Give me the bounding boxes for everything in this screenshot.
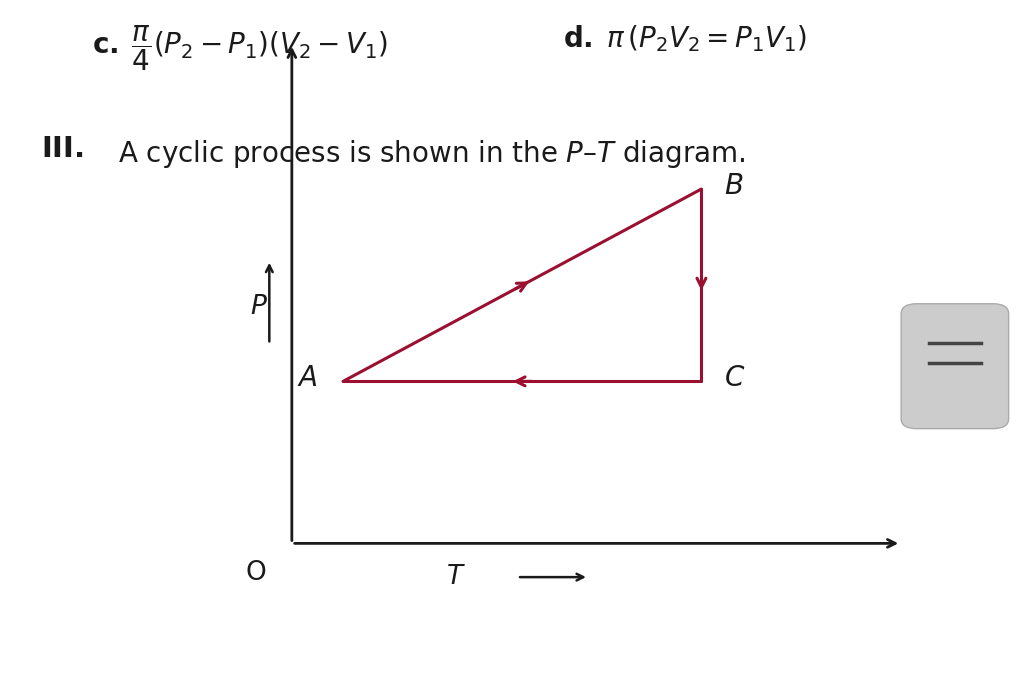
Text: $B$: $B$ [724, 171, 743, 200]
Text: $T$: $T$ [446, 564, 466, 590]
Text: $C$: $C$ [724, 364, 745, 392]
FancyBboxPatch shape [901, 304, 1009, 429]
Text: $\mathbf{c.}\;\dfrac{\pi}{4}(P_2 - P_1)(V_2 - V_1)$: $\mathbf{c.}\;\dfrac{\pi}{4}(P_2 - P_1)(… [92, 24, 388, 74]
Text: A cyclic process is shown in the $P$–$T$ diagram.: A cyclic process is shown in the $P$–$T$… [118, 138, 745, 170]
Text: O: O [246, 560, 266, 587]
Text: $P$: $P$ [250, 294, 268, 320]
Text: $\mathbf{d.}\;\pi\,(P_2V_2 = P_1V_1)$: $\mathbf{d.}\;\pi\,(P_2V_2 = P_1V_1)$ [563, 24, 807, 55]
Text: $A$: $A$ [297, 364, 317, 392]
Text: $\mathbf{III.}$: $\mathbf{III.}$ [41, 135, 84, 163]
